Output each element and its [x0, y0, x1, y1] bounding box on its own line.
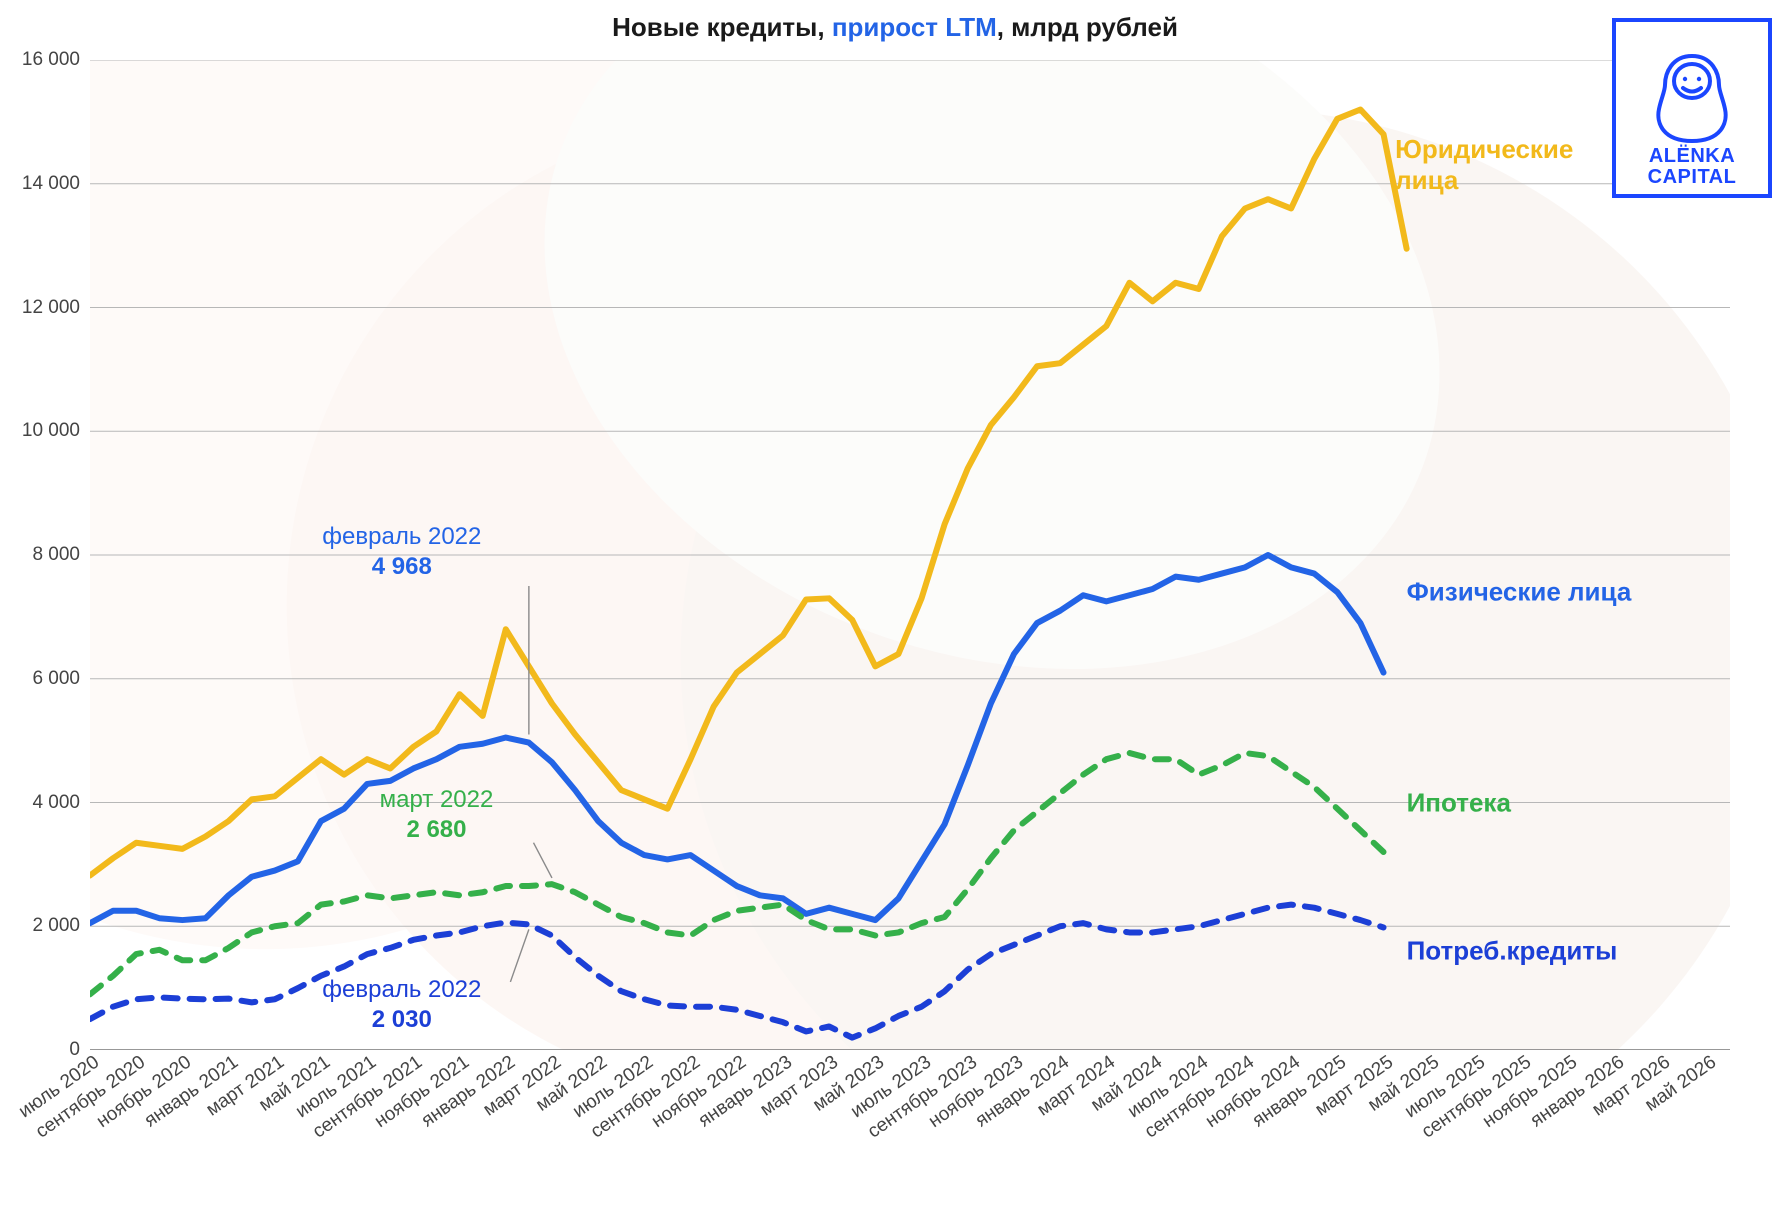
plot-svg: [90, 60, 1730, 1050]
title-prefix: Новые кредиты,: [612, 12, 832, 42]
y-axis-tick-label: 6 000: [32, 668, 90, 690]
title-highlight: прирост LTM: [832, 12, 997, 42]
matryoshka-icon: [1637, 51, 1747, 146]
y-axis-tick-label: 8 000: [32, 544, 90, 566]
logo-line1: ALËNKA: [1649, 145, 1735, 167]
y-axis-tick-label: 4 000: [32, 792, 90, 814]
title-suffix: , млрд рублей: [997, 12, 1178, 42]
chart-title: Новые кредиты, прирост LTM, млрд рублей: [0, 0, 1790, 43]
y-axis-tick-label: 14 000: [22, 173, 90, 195]
y-axis-tick-label: 10 000: [22, 420, 90, 442]
logo-line2: CAPITAL: [1648, 166, 1737, 188]
chart-container: Новые кредиты, прирост LTM, млрд рублей …: [0, 0, 1790, 1230]
y-axis-tick-label: 2 000: [32, 915, 90, 937]
y-axis-tick-label: 12 000: [22, 297, 90, 319]
plot-area: 02 0004 0006 0008 00010 00012 00014 0001…: [90, 60, 1730, 1050]
brand-logo: ALËNKA CAPITAL: [1612, 18, 1772, 198]
y-axis-tick-label: 16 000: [22, 49, 90, 71]
